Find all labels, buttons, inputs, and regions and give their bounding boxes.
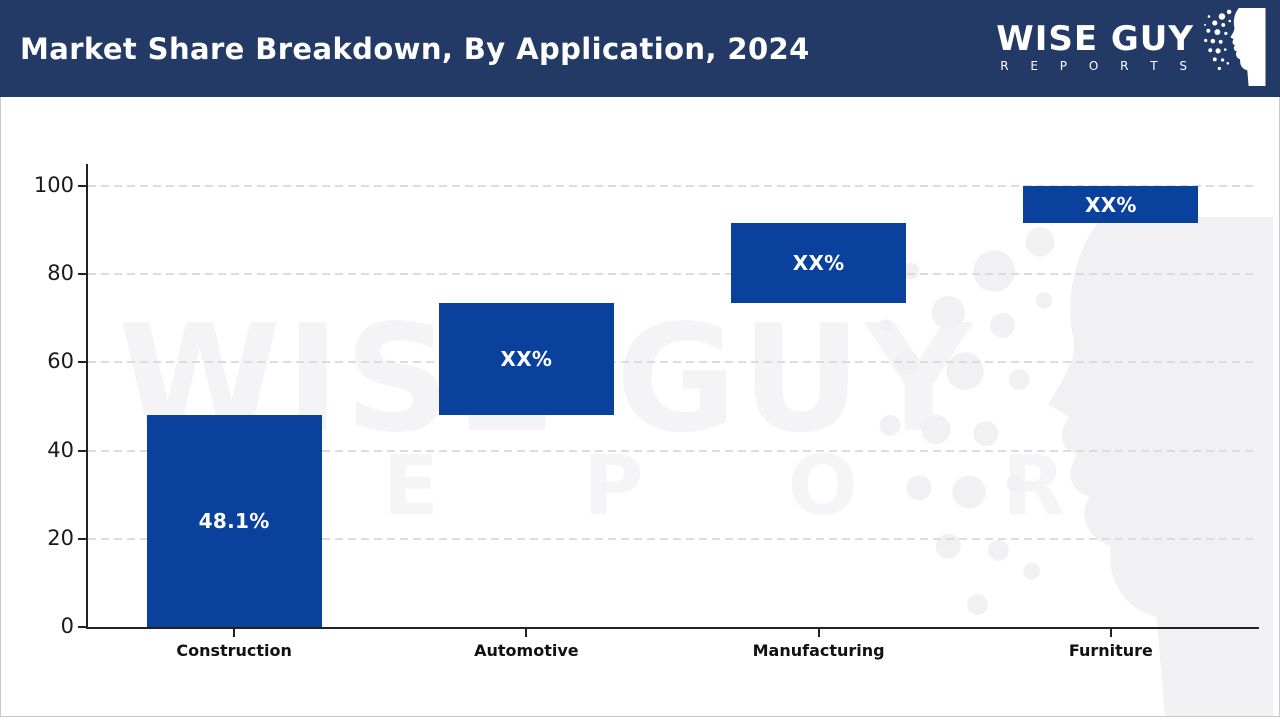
bar-value-label: XX% — [1084, 192, 1137, 217]
gridline — [88, 449, 1257, 452]
bar-furniture: XX% — [1023, 186, 1199, 224]
y-tick — [78, 449, 86, 452]
y-tick-label: 20 — [47, 525, 74, 550]
gridline — [88, 273, 1257, 276]
y-tick-label: 0 — [60, 614, 74, 638]
bar-manufacturing: XX% — [731, 223, 907, 303]
y-tick — [78, 537, 86, 540]
x-tick — [233, 629, 236, 637]
x-tick — [817, 629, 820, 637]
gridline — [88, 361, 1257, 364]
y-tick — [78, 361, 86, 364]
chart-area: WISE GUY R E P O R T S 02040608010048.1%… — [0, 97, 1280, 717]
watermark-wordmark-line2: R E P O R T S — [175, 439, 1280, 534]
y-tick-label: 40 — [47, 437, 74, 462]
x-category-label: Furniture — [1068, 641, 1153, 660]
x-tick — [1109, 629, 1112, 637]
bar-automotive: XX% — [438, 302, 614, 415]
x-category-label: Automotive — [474, 641, 579, 660]
y-tick-label: 80 — [47, 261, 74, 286]
y-axis-line — [86, 164, 88, 629]
x-axis-line — [86, 627, 1259, 629]
bar-value-label: XX% — [792, 251, 845, 276]
y-tick — [78, 185, 86, 187]
y-tick-label: 60 — [47, 349, 74, 374]
bar-value-label: 48.1% — [198, 508, 270, 533]
logo-wordmark-line1: WISE GUY — [996, 19, 1195, 59]
x-category-label: Construction — [176, 641, 292, 660]
bar-value-label: XX% — [500, 346, 553, 371]
bar-construction: 48.1% — [146, 414, 322, 627]
gridline — [88, 537, 1257, 540]
y-tick — [78, 273, 86, 276]
logo-wordmark-line2: R E P O R T S — [1000, 59, 1196, 73]
x-category-label: Manufacturing — [752, 641, 885, 660]
logo-wordmark: WISE GUY R E P O R T S — [994, 22, 1196, 72]
wiseguy-logo: WISE GUY R E P O R T S — [994, 8, 1266, 86]
gridline — [88, 185, 1257, 187]
chart-title: Market Share Breakdown, By Application, … — [20, 31, 810, 66]
x-tick — [525, 629, 528, 637]
y-tick — [78, 626, 86, 628]
logo-face-icon — [1204, 8, 1266, 86]
header: Market Share Breakdown, By Application, … — [0, 0, 1280, 97]
y-tick-label: 100 — [33, 173, 74, 197]
